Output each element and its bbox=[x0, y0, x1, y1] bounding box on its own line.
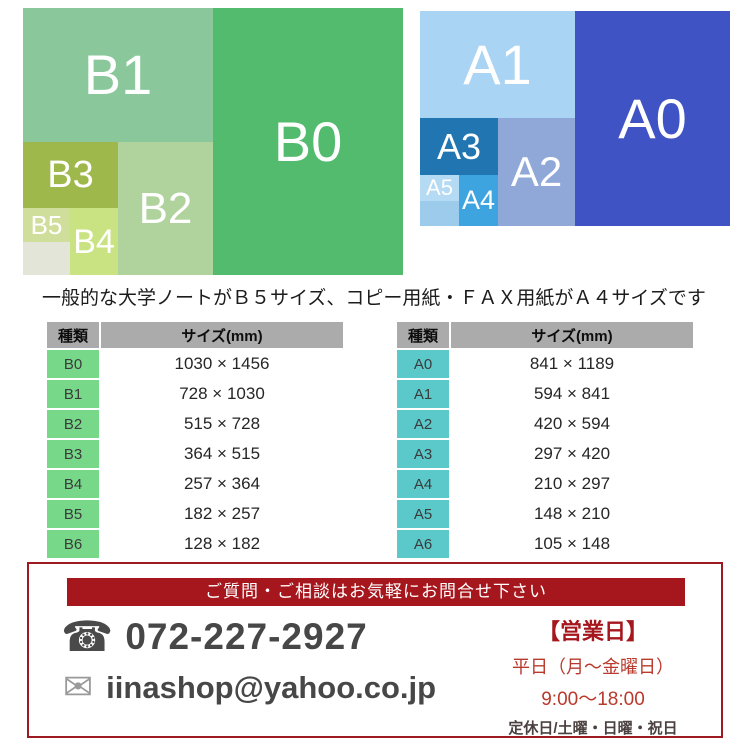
b2-region: B2 bbox=[118, 142, 213, 275]
a-size-diagram: A1 A0 A2 A3 A4 A5 bbox=[420, 11, 730, 226]
b4-size-cell: 257 × 364 bbox=[183, 474, 261, 493]
table-row: B3 364 × 515 bbox=[47, 440, 343, 468]
table-row: A3 297 × 420 bbox=[397, 440, 693, 468]
b4-label: B4 bbox=[73, 222, 115, 261]
a5-size-cell: 148 × 210 bbox=[533, 504, 611, 523]
a4-region: A4 bbox=[459, 175, 498, 226]
business-hours-title: 【営業日】 bbox=[537, 619, 648, 644]
b3-label: B3 bbox=[47, 154, 94, 196]
table-row: A5 148 × 210 bbox=[397, 500, 693, 528]
table-row: B6 128 × 182 bbox=[47, 530, 343, 558]
a6-region bbox=[420, 201, 459, 226]
a-table-header-size: サイズ(mm) bbox=[451, 322, 693, 348]
table-row: A1 594 × 841 bbox=[397, 380, 693, 408]
caption-text: 一般的な大学ノートがＢ５サイズ、コピー用紙・ＦＡＸ用紙がＡ４サイズです bbox=[42, 288, 706, 309]
b4-type-cell: B4 bbox=[47, 470, 99, 498]
a0-label: A0 bbox=[618, 86, 687, 150]
a0-type-cell: A0 bbox=[397, 350, 449, 378]
business-hours: 【営業日】 平日（月～金曜日） 9:00～18:00 定休日/土曜・日曜・祝日 bbox=[481, 614, 705, 738]
a5-label: A5 bbox=[426, 175, 453, 200]
b-size-diagram: B1 B0 B2 B3 B4 B5 bbox=[23, 8, 403, 275]
a0-size-cell: 841 × 1189 bbox=[529, 354, 615, 373]
table-row: B2 515 × 728 bbox=[47, 410, 343, 438]
a2-type-cell: A2 bbox=[397, 410, 449, 438]
b-table-header-row: 種類 サイズ(mm) bbox=[47, 322, 343, 348]
email-row: ✉ iinashop@yahoo.co.jp bbox=[63, 670, 436, 706]
table-row: A2 420 × 594 bbox=[397, 410, 693, 438]
b-table-header-size: サイズ(mm) bbox=[101, 322, 343, 348]
a2-region: A2 bbox=[498, 118, 575, 226]
table-row: A6 105 × 148 bbox=[397, 530, 693, 558]
a6-size-cell: 105 × 148 bbox=[533, 534, 611, 553]
a5-type-cell: A5 bbox=[397, 500, 449, 528]
b0-region: B0 bbox=[213, 8, 403, 275]
b4-region: B4 bbox=[70, 208, 118, 275]
b6-region bbox=[23, 242, 70, 275]
phone-icon: ☎ bbox=[61, 612, 114, 661]
b1-label: B1 bbox=[83, 43, 153, 106]
a5-region: A5 bbox=[420, 175, 459, 201]
a2-label: A2 bbox=[510, 148, 563, 195]
a2-size-cell: 420 × 594 bbox=[533, 414, 611, 433]
table-row: B5 182 × 257 bbox=[47, 500, 343, 528]
a-size-table: 種類 サイズ(mm) A0 841 × 1189 A1 594 × 841 A2 42… bbox=[395, 320, 695, 560]
contact-banner: ご質問・ご相談はお気軽にお問合せ下さい bbox=[67, 578, 685, 606]
b3-region: B3 bbox=[23, 142, 118, 208]
table-row: B1 728 × 1030 bbox=[47, 380, 343, 408]
a4-type-cell: A4 bbox=[397, 470, 449, 498]
phone-row: ☎ 072-227-2927 bbox=[61, 616, 368, 658]
a3-type-cell: A3 bbox=[397, 440, 449, 468]
business-days: 平日（月～金曜日） bbox=[512, 657, 674, 677]
a1-region: A1 bbox=[420, 11, 575, 118]
a3-size-cell: 297 × 420 bbox=[533, 444, 611, 463]
b-size-table: 種類 サイズ(mm) B0 1030 × 1456 B1 728 × 1030 B2… bbox=[45, 320, 345, 560]
b3-size-cell: 364 × 515 bbox=[183, 444, 261, 463]
a4-label: A4 bbox=[461, 185, 496, 215]
table-row: A4 210 × 297 bbox=[397, 470, 693, 498]
b2-size-cell: 515 × 728 bbox=[183, 414, 261, 433]
email-address: iinashop@yahoo.co.jp bbox=[106, 670, 437, 705]
b0-label: B0 bbox=[273, 109, 343, 173]
b0-size-cell: 1030 × 1456 bbox=[174, 354, 270, 373]
table-row: B4 257 × 364 bbox=[47, 470, 343, 498]
a-table-header-type: 種類 bbox=[397, 322, 449, 348]
a-table-header-row: 種類 サイズ(mm) bbox=[397, 322, 693, 348]
a4-size-cell: 210 × 297 bbox=[533, 474, 611, 493]
b0-type-cell: B0 bbox=[47, 350, 99, 378]
b1-size-cell: 728 × 1030 bbox=[179, 384, 265, 403]
a1-label: A1 bbox=[463, 32, 532, 96]
business-time: 9:00～18:00 bbox=[541, 689, 645, 710]
b2-label: B2 bbox=[138, 183, 193, 233]
b5-label: B5 bbox=[30, 210, 63, 240]
b5-type-cell: B5 bbox=[47, 500, 99, 528]
a6-type-cell: A6 bbox=[397, 530, 449, 558]
b3-type-cell: B3 bbox=[47, 440, 99, 468]
phone-number: 072-227-2927 bbox=[125, 616, 368, 657]
a3-label: A3 bbox=[436, 125, 482, 167]
closed-days: 定休日/土曜・日曜・祝日 bbox=[508, 720, 678, 737]
b5-size-cell: 182 × 257 bbox=[183, 504, 261, 523]
b1-type-cell: B1 bbox=[47, 380, 99, 408]
table-row: B0 1030 × 1456 bbox=[47, 350, 343, 378]
envelope-icon: ✉ bbox=[63, 667, 94, 708]
contact-box: ご質問・ご相談はお気軽にお問合せ下さい ☎ 072-227-2927 ✉ iin… bbox=[27, 562, 723, 738]
a1-type-cell: A1 bbox=[397, 380, 449, 408]
a1-size-cell: 594 × 841 bbox=[533, 384, 611, 403]
a0-region: A0 bbox=[575, 11, 730, 226]
b6-size-cell: 128 × 182 bbox=[183, 534, 261, 553]
b1-region: B1 bbox=[23, 8, 213, 142]
b2-type-cell: B2 bbox=[47, 410, 99, 438]
table-row: A0 841 × 1189 bbox=[397, 350, 693, 378]
b5-region: B5 bbox=[23, 208, 70, 242]
b6-type-cell: B6 bbox=[47, 530, 99, 558]
a3-region: A3 bbox=[420, 118, 498, 175]
b-table-header-type: 種類 bbox=[47, 322, 99, 348]
